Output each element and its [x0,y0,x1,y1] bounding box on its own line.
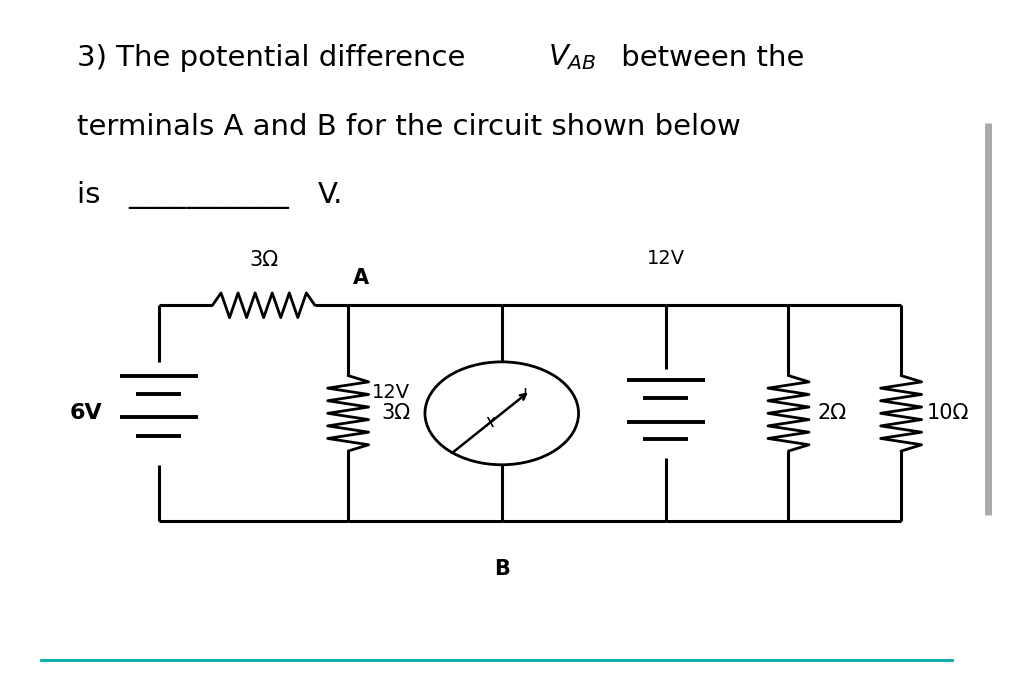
Text: 6V: 6V [70,403,102,423]
Text: B: B [494,559,510,579]
Text: terminals A and B for the circuit shown below: terminals A and B for the circuit shown … [77,113,740,141]
Text: ___________: ___________ [128,181,289,209]
Text: 2Ω: 2Ω [817,403,846,423]
Text: A: A [353,268,370,288]
Text: V.: V. [317,181,343,209]
Text: 3Ω: 3Ω [249,250,279,270]
Text: 12V: 12V [372,383,410,402]
Text: 10Ω: 10Ω [927,403,969,423]
Text: 12V: 12V [646,248,685,268]
Text: 3Ω: 3Ω [381,403,410,423]
Text: 3) The potential difference: 3) The potential difference [77,44,474,72]
Text: between the: between the [612,44,805,72]
Text: x: x [484,412,495,431]
Text: ': ' [522,387,526,405]
Text: $V_{AB}$: $V_{AB}$ [548,43,596,72]
Text: is: is [77,181,110,209]
